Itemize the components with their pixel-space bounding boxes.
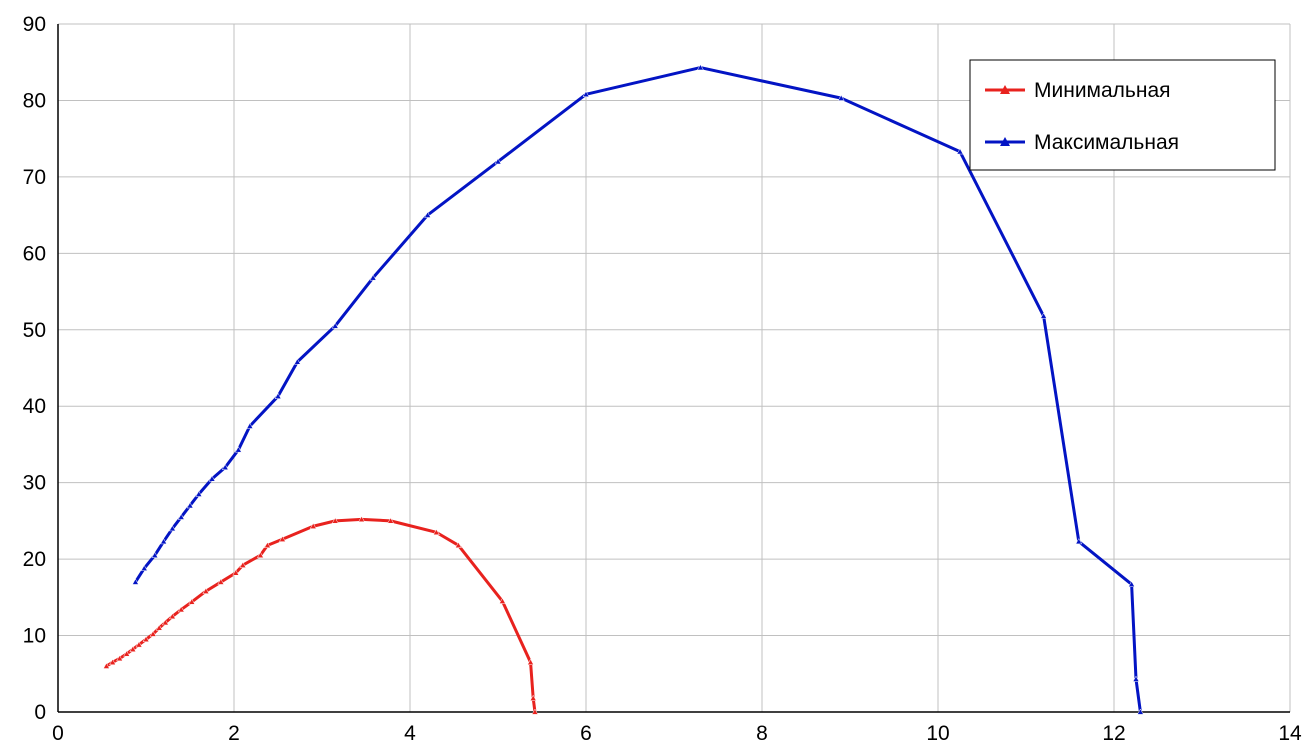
x-tick-label: 4 [404,722,416,744]
x-tick-label: 12 [1102,722,1125,744]
legend-label: Минимальная [1034,79,1171,102]
y-tick-label: 90 [23,13,46,36]
y-tick-label: 0 [34,701,46,724]
y-tick-label: 50 [23,319,46,342]
y-tick-label: 40 [23,395,46,418]
y-tick-label: 20 [23,548,46,571]
x-tick-label: 14 [1278,722,1302,744]
legend-label: Максимальная [1034,131,1179,154]
y-tick-label: 10 [23,625,46,648]
y-tick-label: 30 [23,472,46,495]
x-tick-label: 0 [52,722,64,744]
legend: Минимальная Максимальная [970,60,1275,170]
x-tick-label: 6 [580,722,592,744]
y-tick-label: 70 [23,166,46,189]
x-tick-label: 8 [756,722,768,744]
y-tick-label: 60 [23,242,46,265]
line-chart: 0 2 4 6 8 10 12 14 0 10 20 30 40 50 60 70 80 90 Минимальна… [0,0,1303,744]
x-tick-label: 2 [228,722,240,744]
x-tick-label: 10 [926,722,949,744]
y-tick-label: 80 [23,89,46,112]
